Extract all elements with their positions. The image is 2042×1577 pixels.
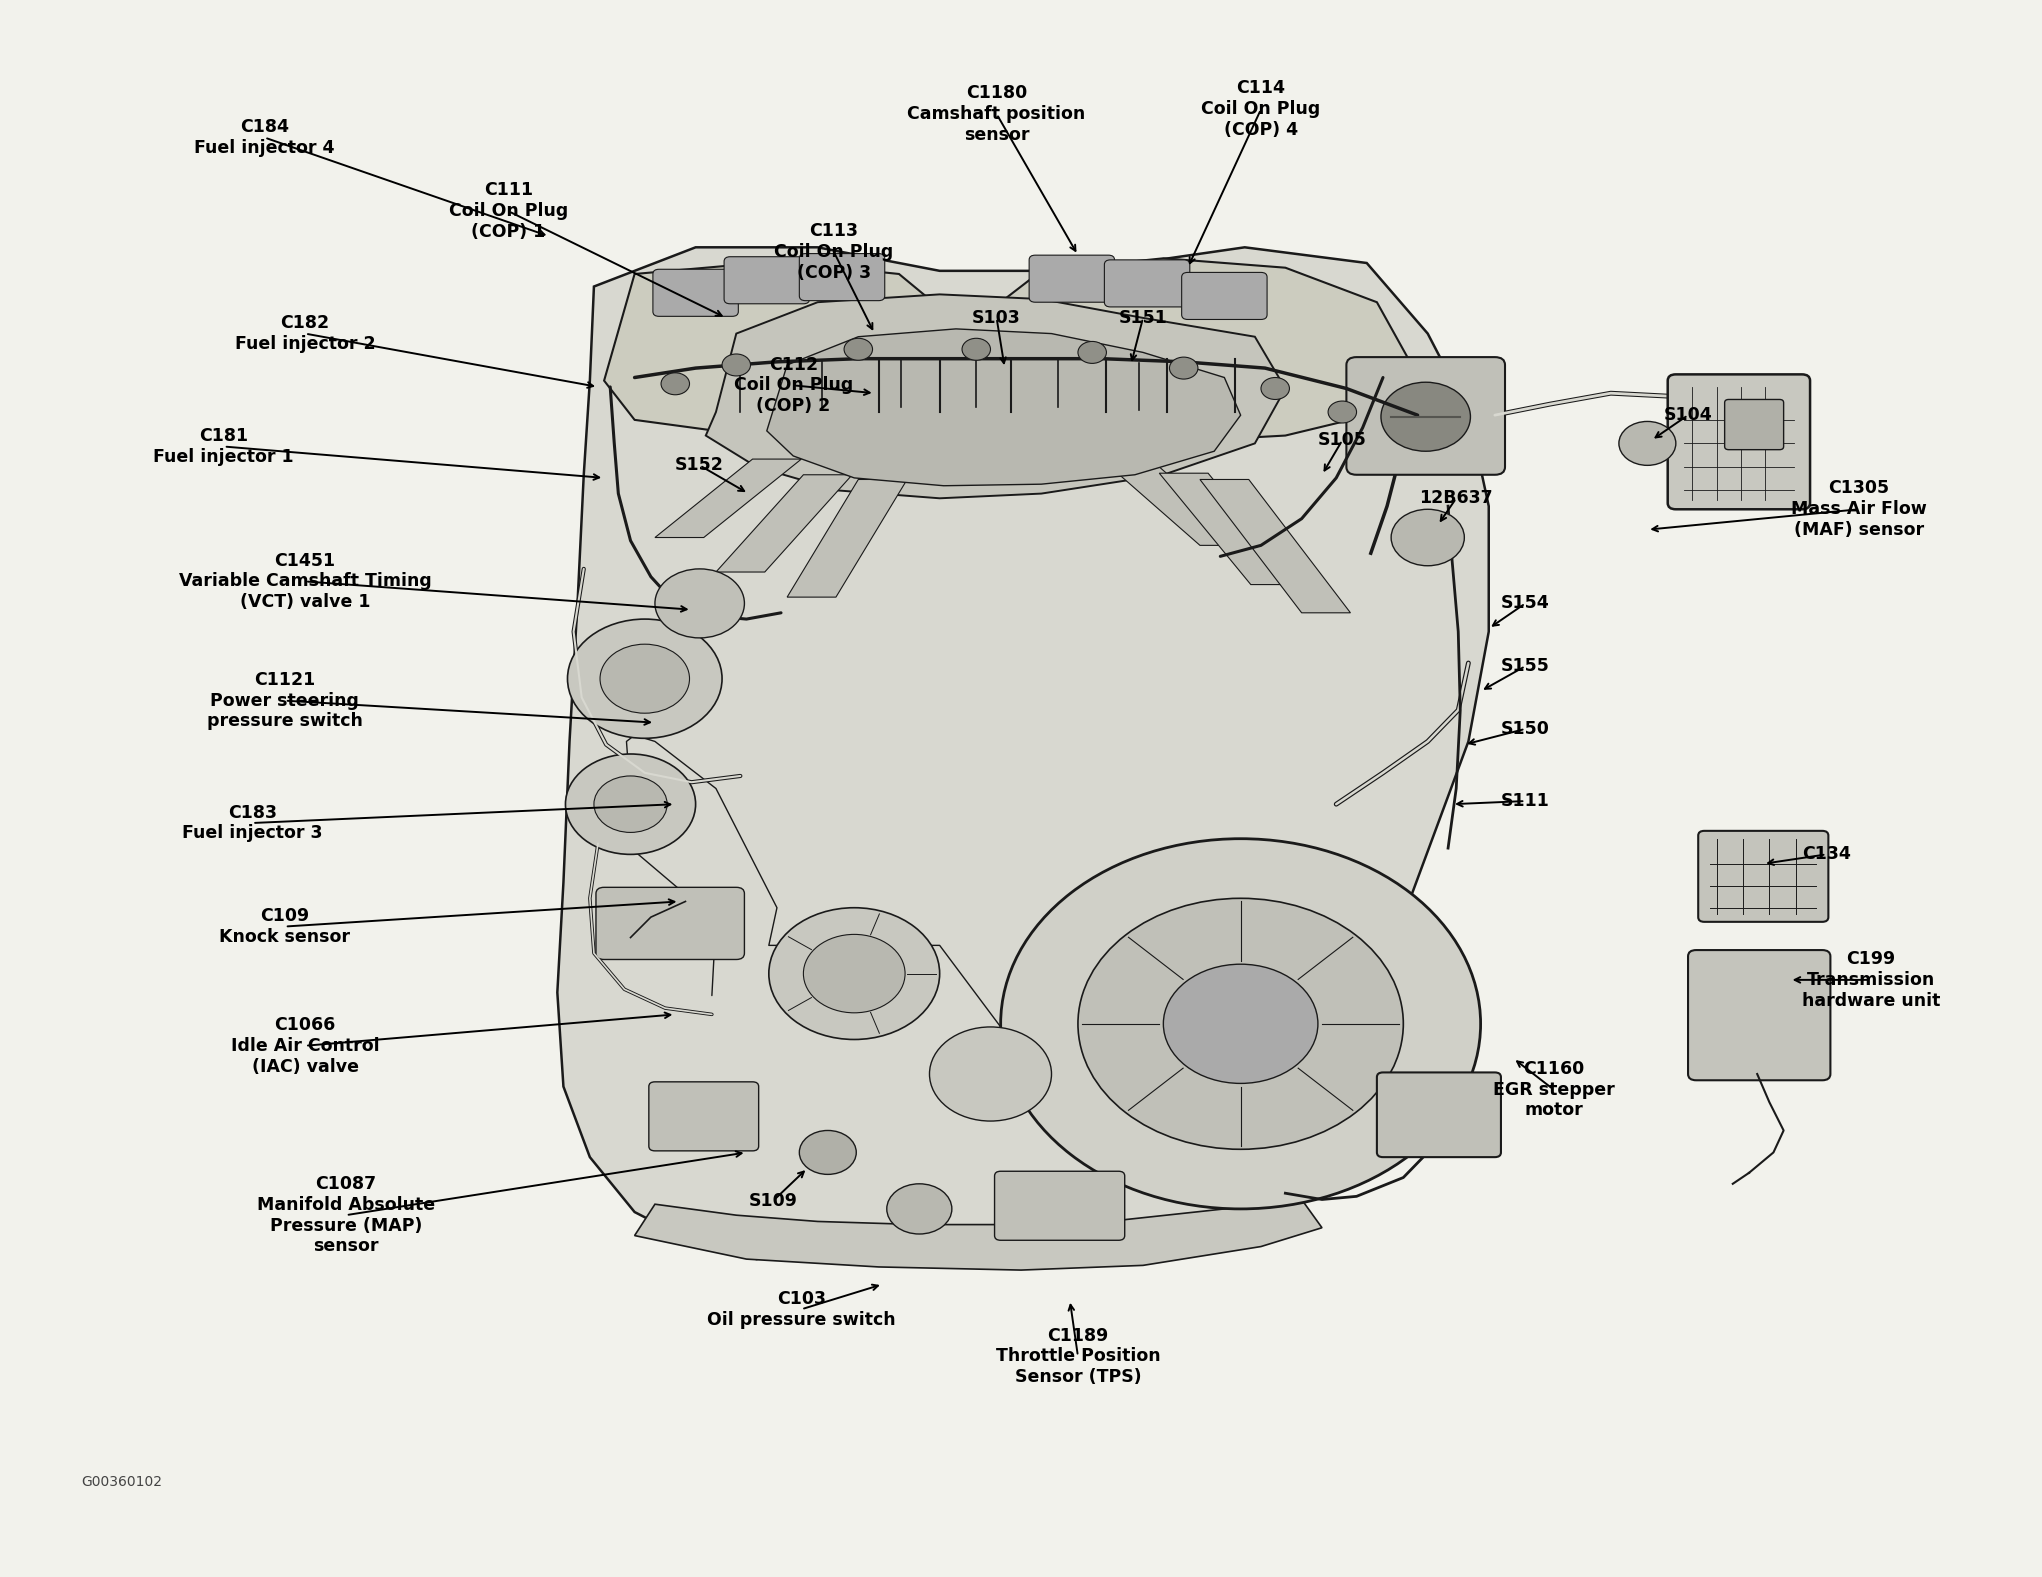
Circle shape [798,1131,856,1175]
FancyBboxPatch shape [994,1172,1125,1240]
Polygon shape [604,262,956,431]
Circle shape [770,908,939,1039]
Circle shape [1078,342,1107,363]
Circle shape [662,372,690,394]
Circle shape [929,1027,1052,1121]
Circle shape [568,620,723,738]
Text: C1189
Throttle Position
Sensor (TPS): C1189 Throttle Position Sensor (TPS) [996,1326,1160,1386]
Circle shape [600,643,690,713]
Polygon shape [1111,467,1250,546]
Text: C103
Oil pressure switch: C103 Oil pressure switch [707,1290,896,1329]
Text: G00360102: G00360102 [82,1474,163,1489]
Text: 12B637: 12B637 [1419,489,1493,508]
Text: S109: S109 [749,1192,796,1210]
FancyBboxPatch shape [1029,255,1115,303]
Text: C1121
Power steering
pressure switch: C1121 Power steering pressure switch [206,670,363,730]
FancyBboxPatch shape [1182,273,1268,320]
Text: S151: S151 [1119,309,1168,326]
Text: C184
Fuel injector 4: C184 Fuel injector 4 [194,118,335,156]
Text: C134: C134 [1801,845,1850,863]
Text: S150: S150 [1501,719,1550,738]
Text: S105: S105 [1317,431,1366,449]
Text: C1180
Camshaft position
sensor: C1180 Camshaft position sensor [907,84,1086,144]
Circle shape [655,569,745,639]
Circle shape [566,754,696,855]
FancyBboxPatch shape [1376,1072,1501,1158]
Polygon shape [976,259,1407,443]
Text: C1305
Mass Air Flow
(MAF) sensor: C1305 Mass Air Flow (MAF) sensor [1791,479,1928,539]
FancyBboxPatch shape [653,270,739,317]
Text: C113
Coil On Plug
(COP) 3: C113 Coil On Plug (COP) 3 [774,222,894,282]
Circle shape [886,1184,952,1233]
Text: S103: S103 [972,309,1021,326]
FancyBboxPatch shape [798,254,884,301]
Text: C1160
EGR stepper
motor: C1160 EGR stepper motor [1493,1060,1615,1120]
Text: C199
Transmission
hardware unit: C199 Transmission hardware unit [1801,949,1940,1009]
Circle shape [803,935,905,1012]
FancyBboxPatch shape [1105,260,1190,308]
Text: S111: S111 [1501,792,1550,811]
Text: C114
Coil On Plug
(COP) 4: C114 Coil On Plug (COP) 4 [1201,79,1321,139]
Polygon shape [1160,473,1299,585]
Circle shape [843,339,872,360]
FancyBboxPatch shape [725,257,809,304]
Circle shape [962,339,990,360]
FancyBboxPatch shape [596,888,745,959]
Circle shape [1327,401,1356,423]
Text: C182
Fuel injector 2: C182 Fuel injector 2 [235,314,376,353]
Circle shape [1001,839,1480,1210]
Circle shape [1391,509,1464,566]
Text: C1066
Idle Air Control
(IAC) valve: C1066 Idle Air Control (IAC) valve [231,1016,380,1076]
Circle shape [594,776,668,833]
Polygon shape [635,1200,1321,1269]
FancyBboxPatch shape [649,1082,760,1151]
Circle shape [1380,382,1470,451]
Text: S104: S104 [1664,407,1713,424]
Text: S155: S155 [1501,658,1550,675]
Circle shape [1078,899,1403,1150]
FancyBboxPatch shape [1699,831,1828,923]
Polygon shape [768,330,1242,486]
FancyBboxPatch shape [1689,949,1830,1080]
FancyBboxPatch shape [1668,374,1809,509]
Text: C109
Knock sensor: C109 Knock sensor [218,907,351,946]
Text: S152: S152 [676,456,725,475]
Text: C181
Fuel injector 1: C181 Fuel injector 1 [153,427,294,465]
Circle shape [723,353,751,375]
Polygon shape [1201,479,1350,613]
FancyBboxPatch shape [1346,356,1505,475]
Polygon shape [707,295,1284,498]
Polygon shape [717,475,852,572]
Text: C112
Coil On Plug
(COP) 2: C112 Coil On Plug (COP) 2 [733,355,854,415]
Text: C1451
Variable Camshaft Timing
(VCT) valve 1: C1451 Variable Camshaft Timing (VCT) val… [180,552,431,612]
Polygon shape [786,479,907,598]
Circle shape [1262,377,1289,399]
Text: C111
Coil On Plug
(COP) 1: C111 Coil On Plug (COP) 1 [449,181,568,241]
Text: C1087
Manifold Absolute
Pressure (MAP)
sensor: C1087 Manifold Absolute Pressure (MAP) s… [257,1175,435,1255]
FancyBboxPatch shape [1725,399,1783,449]
Circle shape [1619,421,1676,465]
Text: C183
Fuel injector 3: C183 Fuel injector 3 [182,804,323,842]
Polygon shape [655,459,800,538]
Polygon shape [557,248,1489,1266]
Circle shape [1164,964,1317,1083]
Circle shape [1170,356,1199,378]
Text: S154: S154 [1501,595,1550,612]
